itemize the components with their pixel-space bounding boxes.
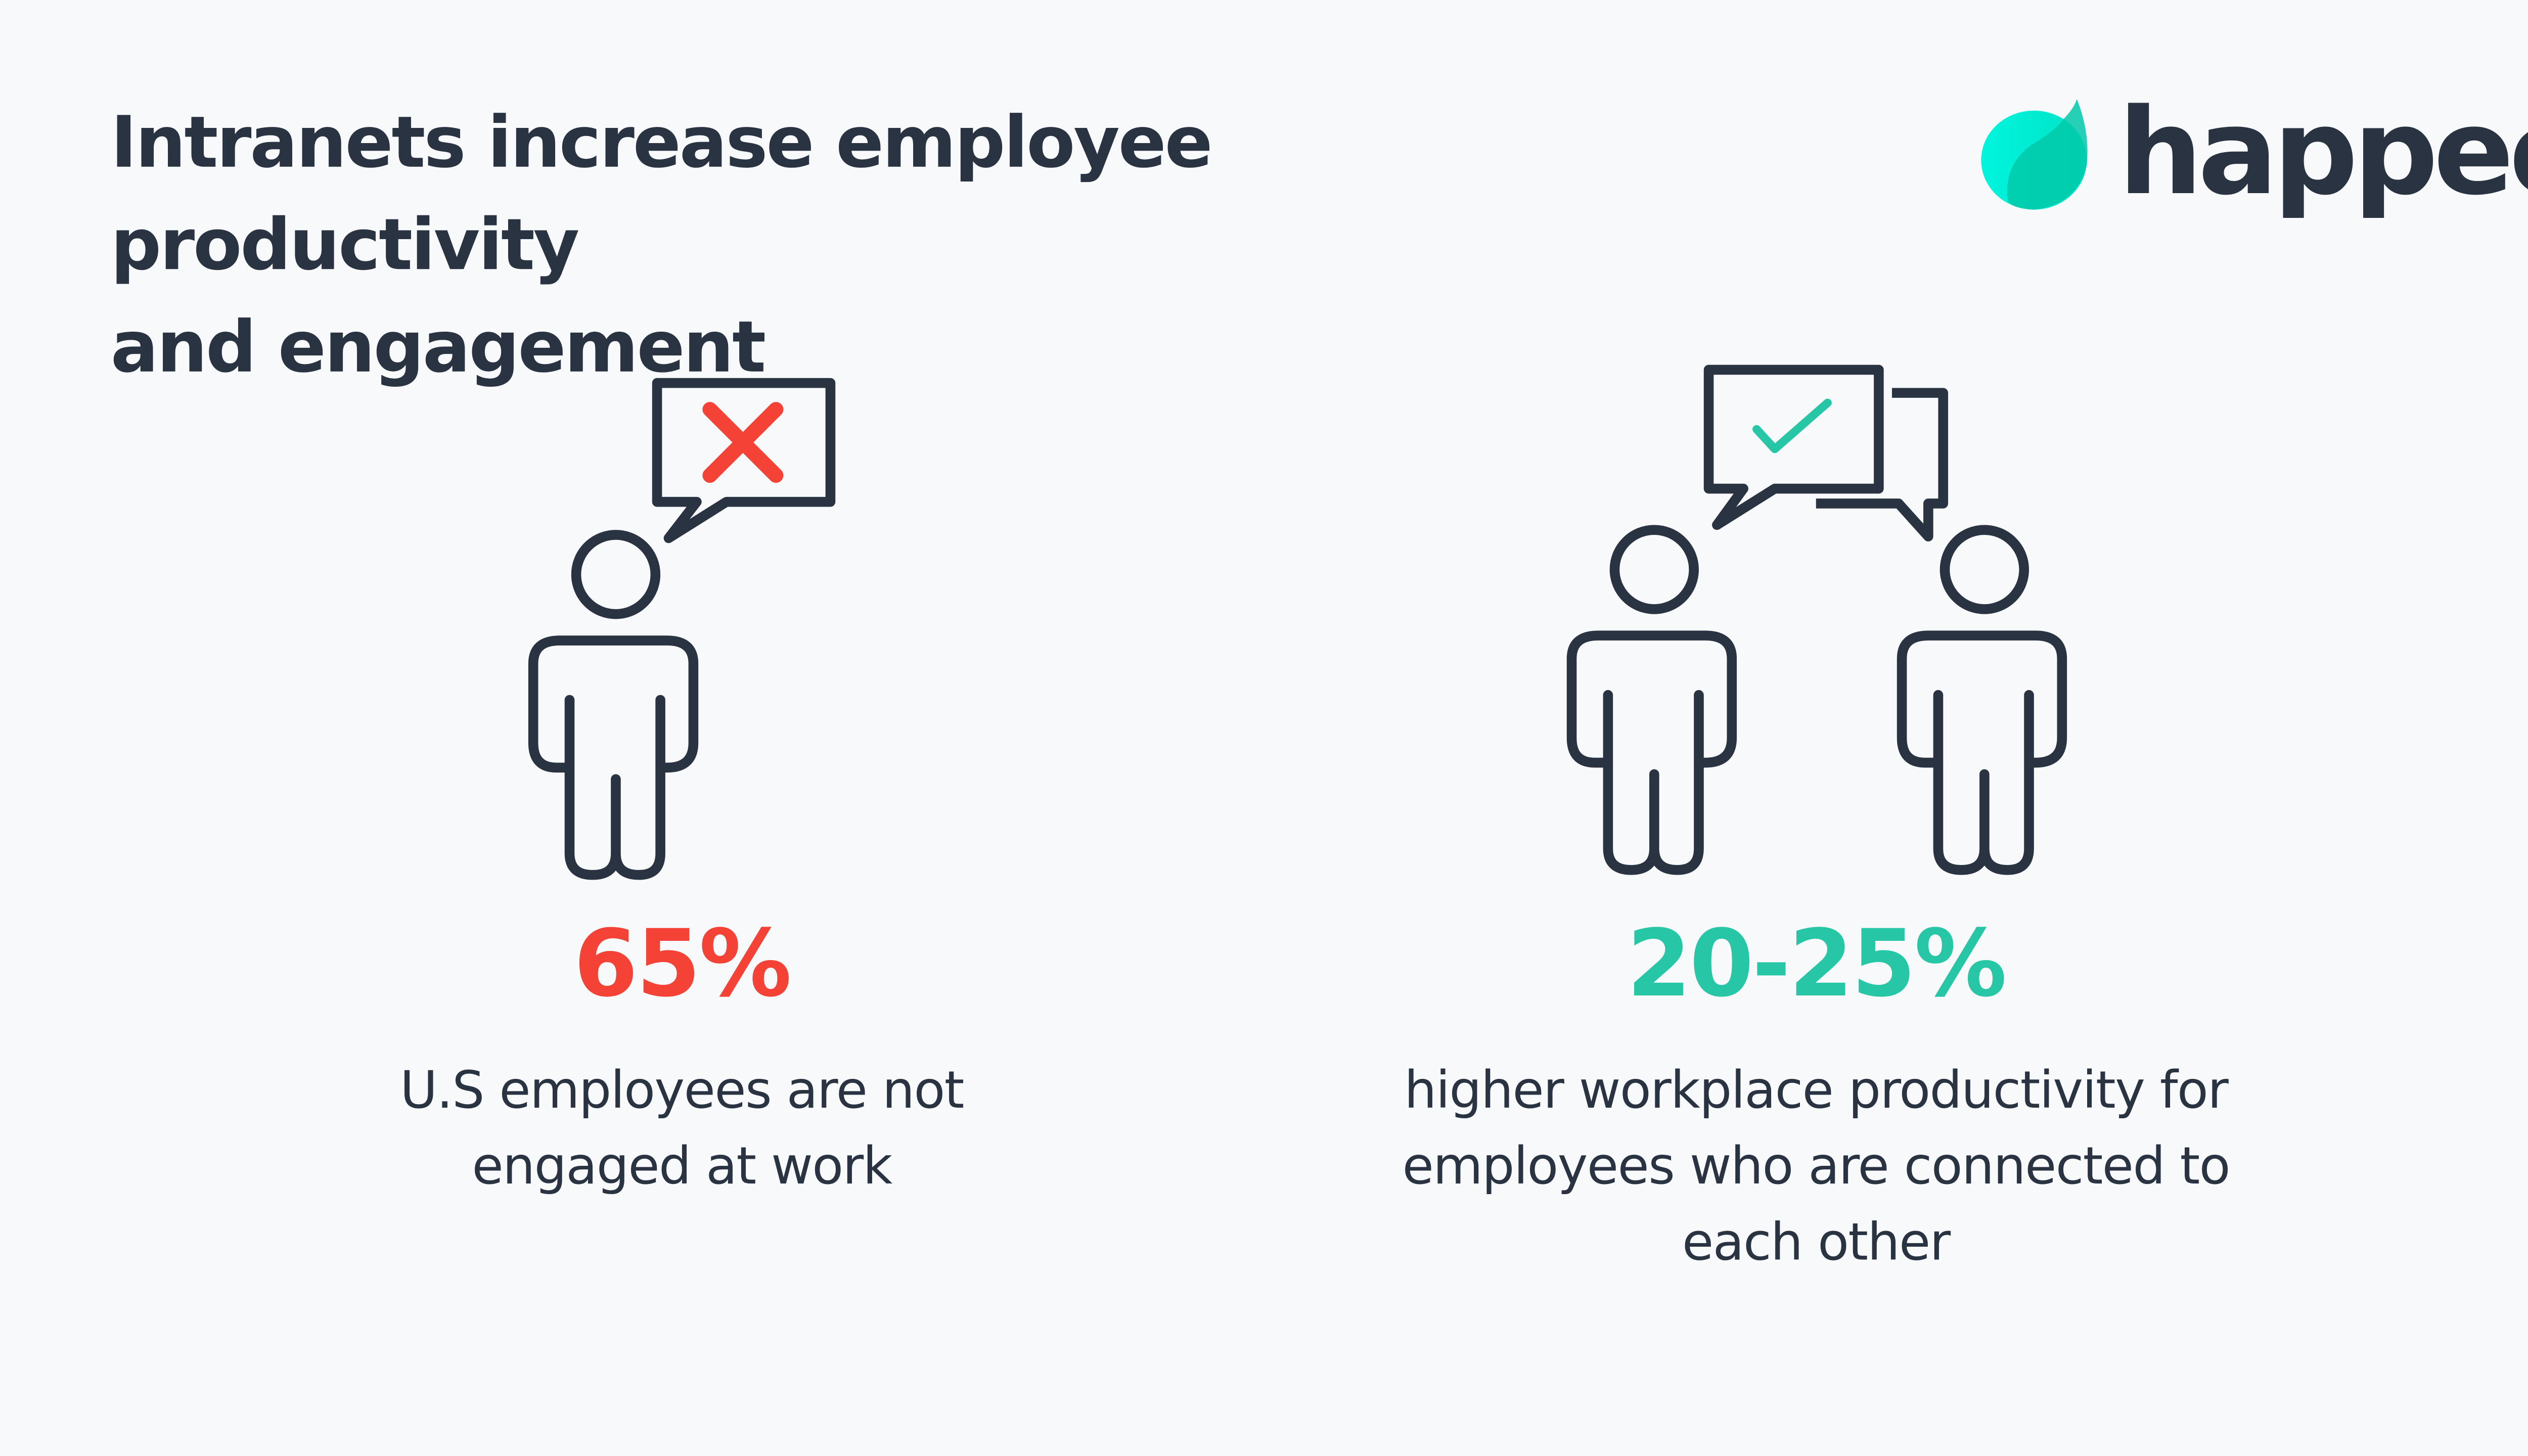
happeo-logo-icon [1981,99,2088,210]
person-icon [1572,530,1732,870]
stat-value: 65% [573,911,792,1019]
speech-bubble-icon [652,378,836,543]
title-line: Intranets increase employee productivity [110,102,1213,288]
page-title: Intranets increase employee productivity… [111,93,1597,399]
check-mark-icon [1752,398,1832,453]
logo-text: happeo [2118,82,2528,221]
person-icon [1902,530,2062,870]
description-line: engaged at work [472,1137,893,1197]
person-icon [533,535,694,875]
stat-description: U.S employees are not engaged at work [187,1053,1177,1205]
description-line: U.S employees are not [400,1061,964,1121]
x-mark-icon [702,402,784,483]
stat-value: 20-25% [1627,911,2007,1019]
description-line: each other [1682,1213,1951,1273]
title-line: and engagement [110,307,766,390]
stat-description: higher workplace productivity for employ… [1321,1053,2311,1281]
speech-bubbles-icon [1703,365,1949,542]
description-line: higher workplace productivity for [1404,1061,2228,1121]
description-line: employees who are connected to [1402,1137,2231,1197]
